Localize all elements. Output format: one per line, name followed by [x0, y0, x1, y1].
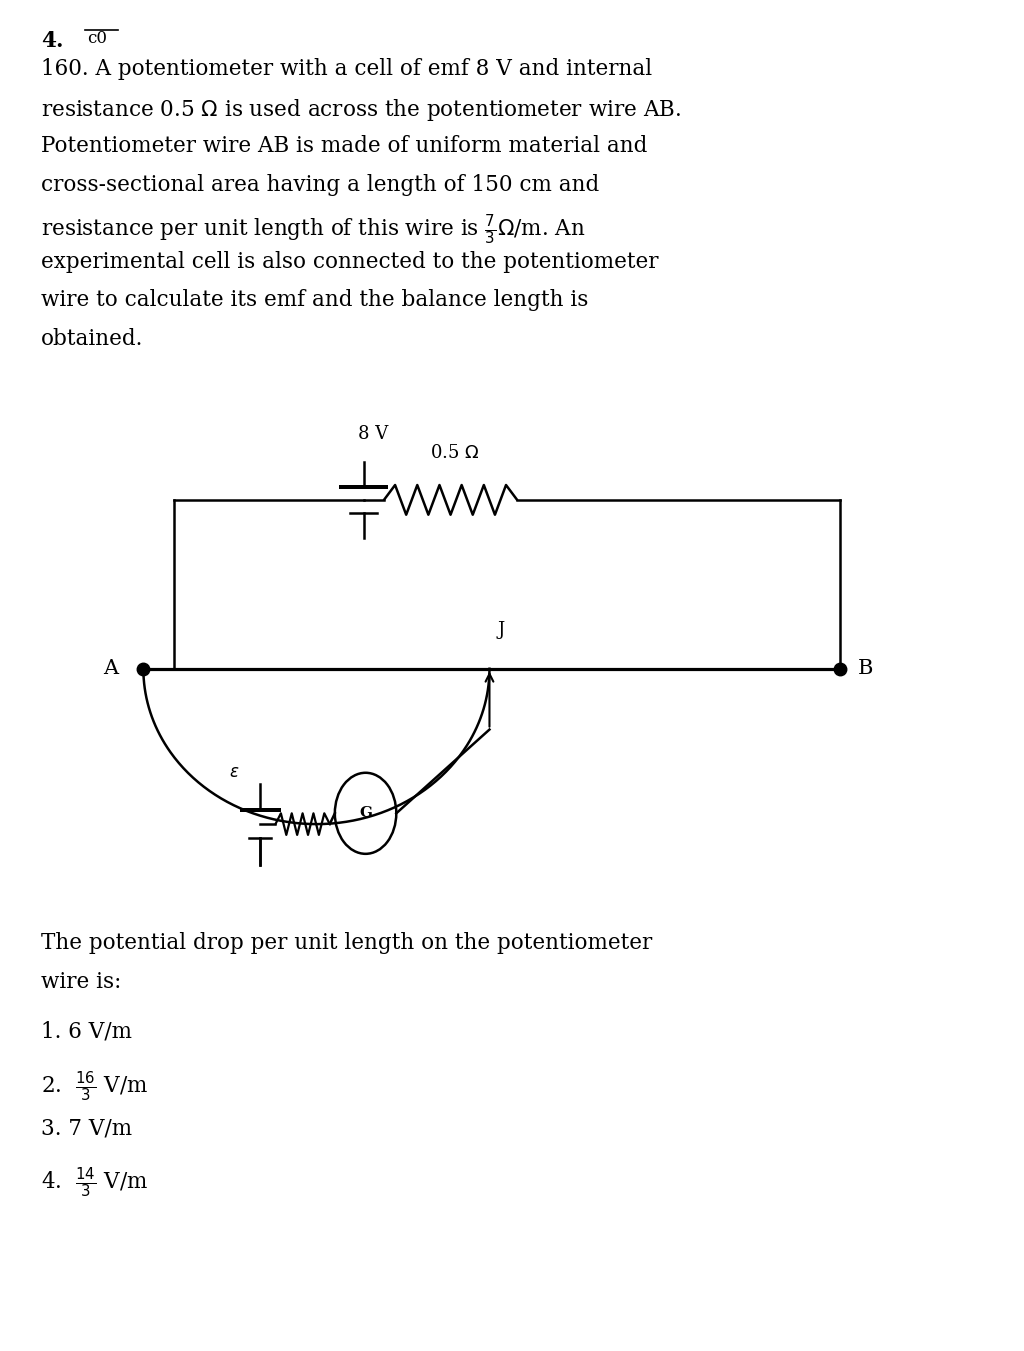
Text: A: A — [102, 659, 118, 678]
Text: 3. 7 V/m: 3. 7 V/m — [41, 1117, 132, 1139]
Text: obtained.: obtained. — [41, 328, 143, 350]
Text: $\varepsilon$: $\varepsilon$ — [229, 763, 240, 781]
Text: The potential drop per unit length on the potentiometer: The potential drop per unit length on th… — [41, 932, 652, 954]
Text: wire is:: wire is: — [41, 970, 121, 993]
Text: Potentiometer wire AB is made of uniform material and: Potentiometer wire AB is made of uniform… — [41, 135, 647, 157]
Text: 8 V: 8 V — [358, 426, 389, 443]
Text: 4.  $\frac{14}{3}$ V/m: 4. $\frac{14}{3}$ V/m — [41, 1165, 148, 1200]
Text: 4.: 4. — [41, 30, 63, 51]
Text: experimental cell is also connected to the potentiometer: experimental cell is also connected to t… — [41, 251, 658, 273]
Text: 2.  $\frac{16}{3}$ V/m: 2. $\frac{16}{3}$ V/m — [41, 1069, 148, 1104]
Text: resistance per unit length of this wire is $\frac{7}{3}$$\Omega$/m. An: resistance per unit length of this wire … — [41, 212, 586, 247]
Text: B: B — [858, 659, 873, 678]
Text: J: J — [498, 621, 505, 639]
Text: 1. 6 V/m: 1. 6 V/m — [41, 1021, 132, 1043]
Text: 160. A potentiometer with a cell of emf 8 V and internal: 160. A potentiometer with a cell of emf … — [41, 58, 652, 80]
Text: 0.5 $\Omega$: 0.5 $\Omega$ — [430, 444, 479, 462]
Text: G: G — [359, 807, 372, 820]
Text: c0: c0 — [87, 30, 108, 47]
Text: resistance 0.5 $\Omega$ is used across the potentiometer wire AB.: resistance 0.5 $\Omega$ is used across t… — [41, 97, 681, 123]
Text: cross-sectional area having a length of 150 cm and: cross-sectional area having a length of … — [41, 174, 599, 196]
Text: wire to calculate its emf and the balance length is: wire to calculate its emf and the balanc… — [41, 289, 589, 311]
